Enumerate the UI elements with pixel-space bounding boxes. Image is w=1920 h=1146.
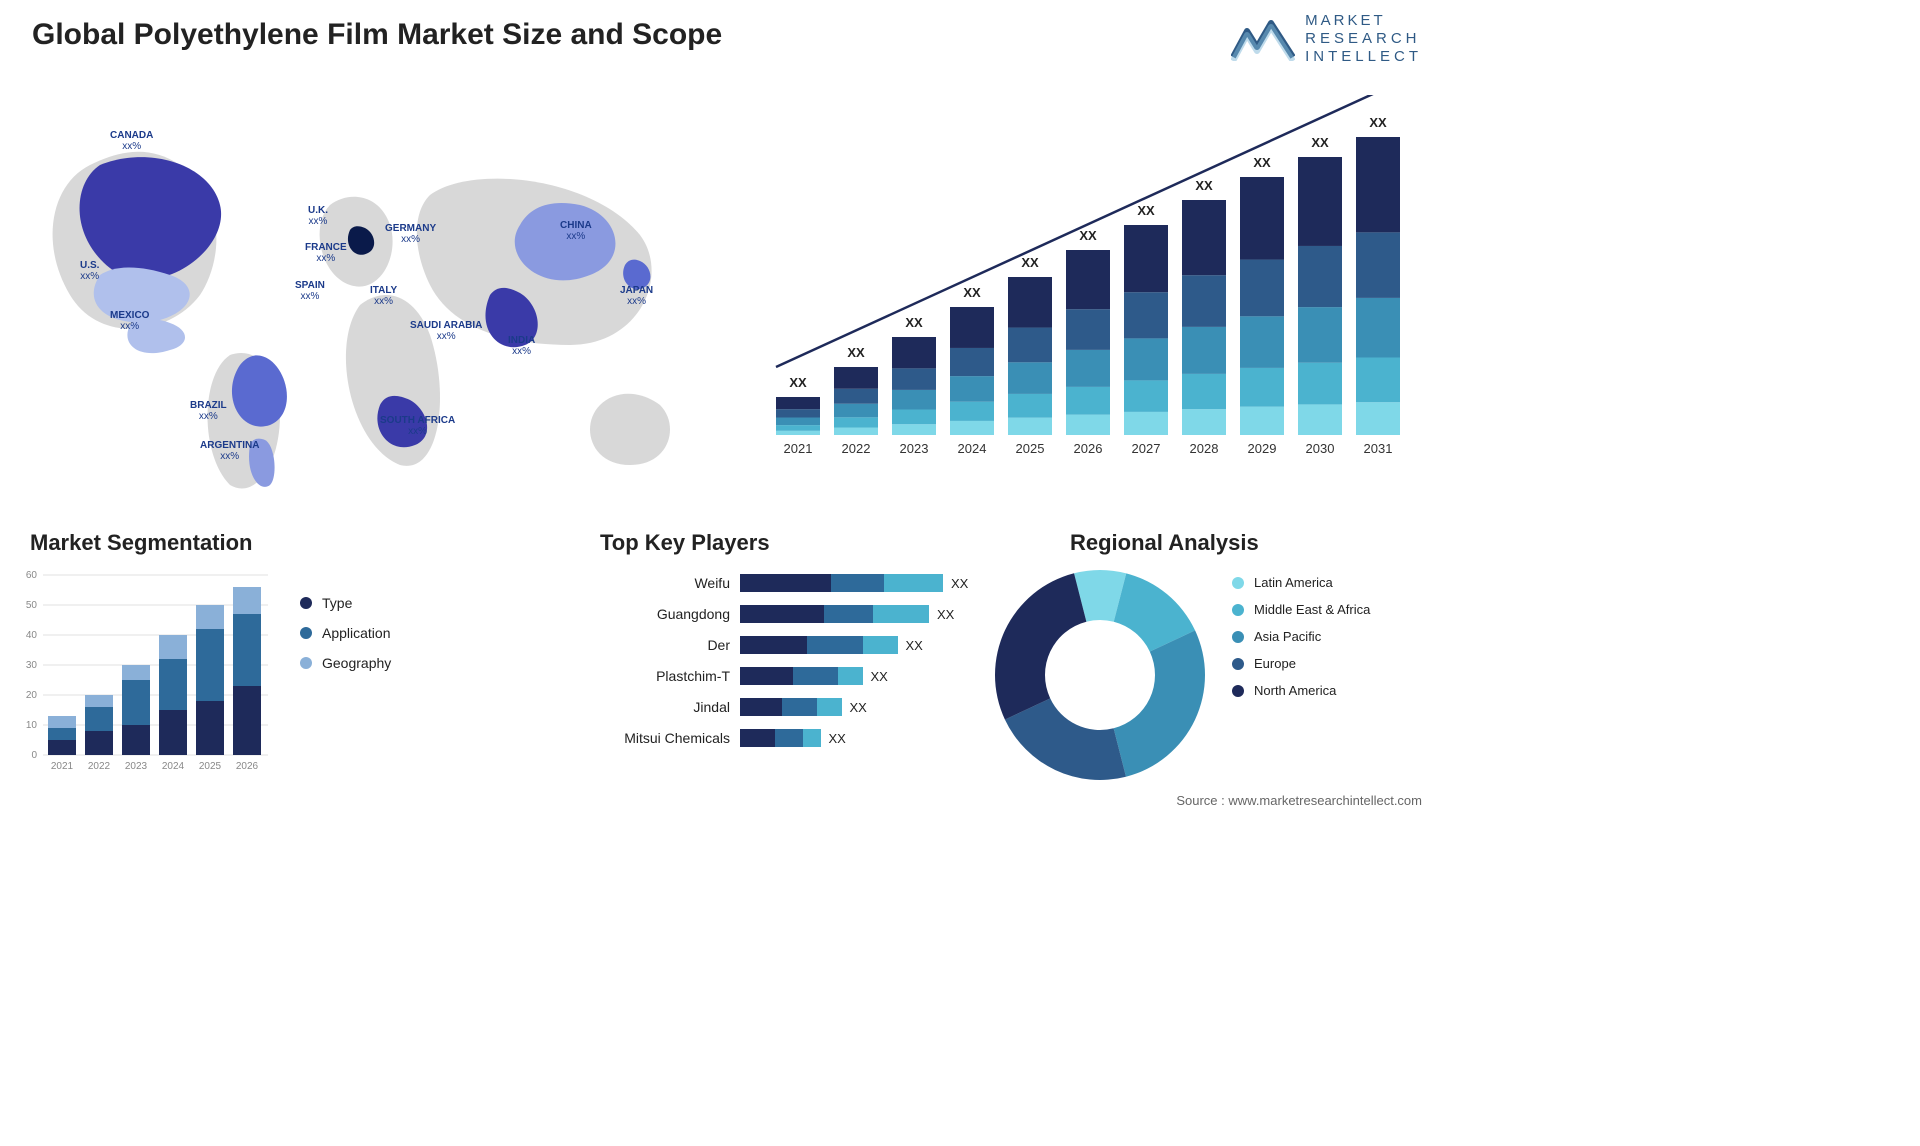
segmentation-title: Market Segmentation <box>30 530 253 556</box>
map-country-label: SPAINxx% <box>295 280 325 302</box>
svg-text:50: 50 <box>26 600 38 611</box>
svg-text:XX: XX <box>1253 155 1271 170</box>
svg-text:XX: XX <box>1195 178 1213 193</box>
svg-text:XX: XX <box>905 315 923 330</box>
legend-item: Asia Pacific <box>1232 629 1370 644</box>
map-country-label: ITALYxx% <box>370 285 397 307</box>
map-country-label: SOUTH AFRICAxx% <box>380 415 455 437</box>
map-country-label: MEXICOxx% <box>110 310 149 332</box>
key-player-value: XX <box>871 669 888 684</box>
svg-text:60: 60 <box>26 570 38 581</box>
key-player-bar <box>740 574 943 592</box>
key-player-row: Plastchim-T XX <box>600 665 1000 687</box>
key-player-name: Der <box>600 637 740 653</box>
key-player-value: XX <box>937 607 954 622</box>
legend-item: Type <box>300 595 391 611</box>
key-player-bar <box>740 636 898 654</box>
regional-donut <box>990 565 1210 785</box>
key-player-value: XX <box>951 576 968 591</box>
key-player-name: Guangdong <box>600 606 740 622</box>
svg-text:2024: 2024 <box>162 761 185 772</box>
svg-text:2021: 2021 <box>784 441 813 456</box>
key-players-title: Top Key Players <box>600 530 770 556</box>
map-country-label: CHINAxx% <box>560 220 592 242</box>
key-player-row: Jindal XX <box>600 696 1000 718</box>
map-country-label: CANADAxx% <box>110 130 153 152</box>
key-player-value: XX <box>906 638 923 653</box>
key-player-bar <box>740 729 821 747</box>
svg-text:2021: 2021 <box>51 761 74 772</box>
key-player-value: XX <box>829 731 846 746</box>
logo-text: MARKET RESEARCH INTELLECT <box>1305 12 1422 66</box>
svg-text:XX: XX <box>789 375 807 390</box>
svg-text:XX: XX <box>1311 135 1329 150</box>
map-country-label: BRAZILxx% <box>190 400 227 422</box>
regional-legend: Latin America Middle East & Africa Asia Pa… <box>1232 575 1370 710</box>
svg-text:2024: 2024 <box>958 441 987 456</box>
legend-item: Application <box>300 625 391 641</box>
key-player-name: Jindal <box>600 699 740 715</box>
svg-text:2023: 2023 <box>125 761 148 772</box>
map-country-label: ARGENTINAxx% <box>200 440 259 462</box>
key-player-row: Mitsui Chemicals XX <box>600 727 1000 749</box>
key-player-bar <box>740 698 842 716</box>
logo-mark-icon <box>1231 17 1295 61</box>
svg-text:XX: XX <box>1369 115 1387 130</box>
source-attribution: Source : www.marketresearchintellect.com <box>1176 793 1422 808</box>
legend-item: Geography <box>300 655 391 671</box>
brand-logo: MARKET RESEARCH INTELLECT <box>1231 12 1422 66</box>
key-player-value: XX <box>850 700 867 715</box>
key-player-name: Plastchim-T <box>600 668 740 684</box>
key-player-name: Weifu <box>600 575 740 591</box>
key-player-row: Der XX <box>600 634 1000 656</box>
legend-item: Europe <box>1232 656 1370 671</box>
svg-text:2031: 2031 <box>1364 441 1393 456</box>
svg-text:2030: 2030 <box>1306 441 1335 456</box>
map-country-label: FRANCExx% <box>305 242 347 264</box>
svg-text:2025: 2025 <box>1016 441 1045 456</box>
key-players-chart: WeifuXXGuangdongXXDerXXPlastchim-TXXJind… <box>600 572 1000 782</box>
svg-text:2029: 2029 <box>1248 441 1277 456</box>
svg-text:2026: 2026 <box>236 761 259 772</box>
legend-item: Latin America <box>1232 575 1370 590</box>
map-country-label: SAUDI ARABIAxx% <box>410 320 482 342</box>
key-player-bar <box>740 667 863 685</box>
svg-text:0: 0 <box>31 750 37 761</box>
key-player-bar <box>740 605 929 623</box>
key-player-row: Guangdong XX <box>600 603 1000 625</box>
segmentation-legend: Type Application Geography <box>300 595 391 685</box>
map-country-label: INDIAxx% <box>508 335 535 357</box>
svg-text:XX: XX <box>1137 203 1155 218</box>
svg-text:XX: XX <box>1021 255 1039 270</box>
world-map: CANADAxx% U.S.xx% MEXICOxx% BRAZILxx% ARGENT… <box>30 95 710 500</box>
svg-text:2023: 2023 <box>900 441 929 456</box>
svg-text:XX: XX <box>963 285 981 300</box>
svg-text:2028: 2028 <box>1190 441 1219 456</box>
svg-text:2022: 2022 <box>88 761 111 772</box>
key-player-name: Mitsui Chemicals <box>600 730 740 746</box>
page-title: Global Polyethylene Film Market Size and… <box>32 18 722 52</box>
svg-text:30: 30 <box>26 660 38 671</box>
svg-text:2022: 2022 <box>842 441 871 456</box>
svg-text:40: 40 <box>26 630 38 641</box>
svg-text:2025: 2025 <box>199 761 222 772</box>
svg-text:2026: 2026 <box>1074 441 1103 456</box>
map-country-label: JAPANxx% <box>620 285 653 307</box>
svg-text:XX: XX <box>1079 228 1097 243</box>
legend-item: North America <box>1232 683 1370 698</box>
map-country-label: GERMANYxx% <box>385 223 436 245</box>
forecast-chart: XX 2021 XX 2022 XX 2023 XX 2024 XX 2025 XX 2026 XX 20… <box>762 95 1422 465</box>
regional-title: Regional Analysis <box>1070 530 1259 556</box>
svg-text:20: 20 <box>26 690 38 701</box>
map-country-label: U.S.xx% <box>80 260 99 282</box>
legend-item: Middle East & Africa <box>1232 602 1370 617</box>
key-player-row: Weifu XX <box>600 572 1000 594</box>
svg-text:2027: 2027 <box>1132 441 1161 456</box>
svg-text:10: 10 <box>26 720 38 731</box>
map-country-label: U.K.xx% <box>308 205 328 227</box>
segmentation-chart: 0 10 20 30 40 50 60 2021 2022 2023 2024 2025 2026 <box>15 565 275 775</box>
svg-text:XX: XX <box>847 345 865 360</box>
